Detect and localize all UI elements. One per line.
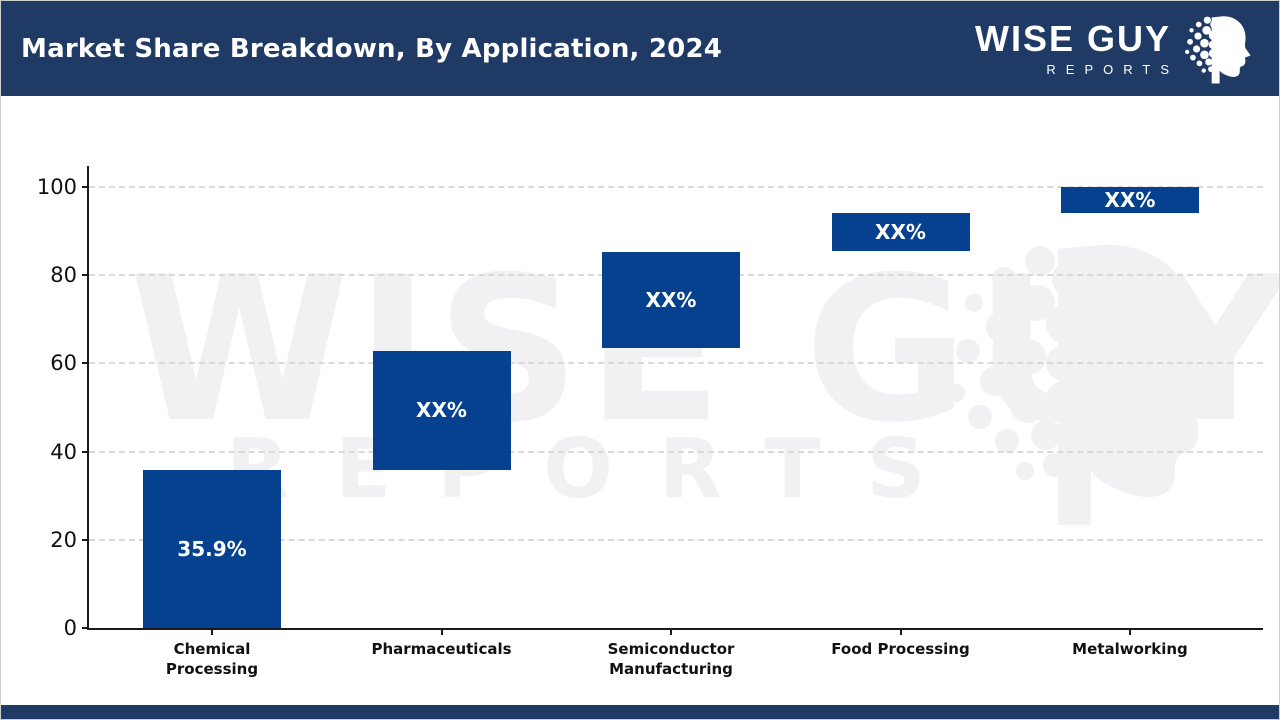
waterfall-bar-segment	[1061, 187, 1199, 213]
x-axis-category-label: Food Processing	[831, 640, 970, 658]
page-title: Market Share Breakdown, By Application, …	[21, 33, 723, 64]
x-tick-mark	[1129, 628, 1131, 635]
logo-text: WISE GUY REPORTS	[974, 18, 1171, 77]
logo-line1: WISE GUY	[974, 18, 1171, 59]
x-axis-category-label: Chemical Processing	[165, 640, 259, 678]
y-tick-mark	[82, 362, 89, 365]
x-axis-line	[87, 628, 1263, 630]
waterfall-bar-segment	[372, 350, 511, 470]
y-axis-tick-label: 60	[50, 351, 77, 376]
y-tick-mark	[82, 627, 89, 629]
y-tick-mark	[82, 538, 89, 541]
logo-line2: REPORTS	[1046, 62, 1179, 77]
bar-value-label: XX%	[875, 219, 926, 244]
gridline	[89, 450, 1263, 453]
x-axis-category-label: Semiconductor Manufacturing	[607, 640, 735, 678]
y-tick-mark	[82, 450, 89, 453]
x-tick-mark	[670, 628, 672, 635]
y-tick-mark	[82, 186, 89, 188]
x-tick-mark	[211, 628, 213, 635]
dotted-head-icon	[1185, 15, 1251, 84]
x-tick-mark	[899, 628, 902, 635]
footer-bar	[1, 705, 1279, 719]
x-axis-category-label: Metalworking	[1072, 640, 1188, 658]
waterfall-bar-segment	[143, 469, 281, 628]
y-axis-tick-label: 40	[50, 439, 77, 464]
bar-value-label: XX%	[416, 398, 467, 423]
y-axis-tick-label: 0	[63, 616, 77, 640]
y-axis-tick-label: 20	[50, 527, 77, 552]
bar-value-label: XX%	[645, 288, 697, 313]
waterfall-bar-segment	[831, 213, 970, 251]
bar-value-label: XX%	[1104, 188, 1156, 213]
waterfall-bar-segment	[602, 252, 740, 349]
gridline	[89, 362, 1263, 365]
bar-value-label: 35.9%	[177, 536, 247, 561]
gridline	[89, 538, 1263, 541]
waterfall-chart: 0 20 40 60 80 100 35.9% Chemical Processing XX% P…	[1, 96, 1279, 707]
gridline	[89, 186, 1263, 188]
x-tick-mark	[440, 628, 443, 635]
x-axis-category-label: Pharmaceuticals	[371, 640, 512, 658]
y-axis-line	[87, 166, 89, 630]
y-axis-tick-label: 100	[36, 175, 77, 199]
y-tick-mark	[82, 274, 89, 277]
y-axis-tick-label: 80	[50, 263, 77, 288]
wise-guy-reports-logo: WISE GUY REPORTS	[975, 13, 1255, 85]
header-bar: Market Share Breakdown, By Application, …	[1, 1, 1279, 96]
